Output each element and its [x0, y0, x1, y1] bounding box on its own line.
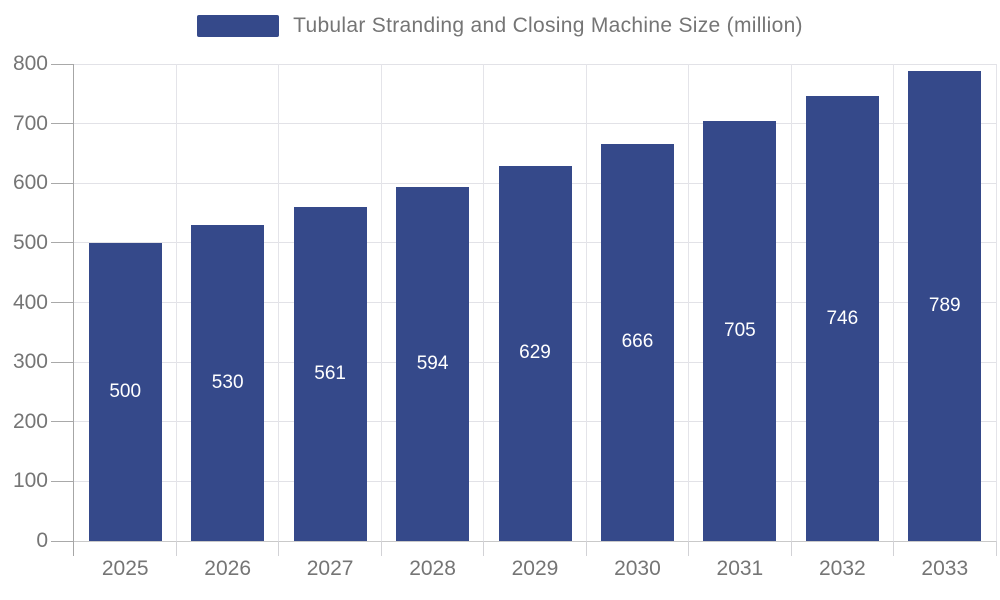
- y-axis-tick: [51, 182, 73, 184]
- y-axis-tick: [51, 480, 73, 482]
- bar[interactable]: [191, 224, 265, 541]
- gridline-vertical: [688, 64, 690, 541]
- y-axis-tick: [51, 540, 73, 542]
- bar-value-label: 561: [314, 362, 346, 384]
- y-axis-label: 300: [12, 350, 48, 374]
- gridline-vertical: [278, 64, 280, 541]
- legend-label: Tubular Stranding and Closing Machine Si…: [293, 14, 803, 37]
- bar[interactable]: [908, 70, 982, 541]
- x-axis-label: 2032: [818, 557, 866, 580]
- y-axis-label: 600: [12, 171, 48, 195]
- bar-value-label: 666: [621, 331, 654, 353]
- x-axis-tick: [995, 541, 997, 556]
- bar[interactable]: [805, 96, 879, 541]
- x-axis-tick: [175, 541, 177, 556]
- legend[interactable]: Tubular Stranding and Closing Machine Si…: [0, 14, 1000, 38]
- x-axis-label: 2028: [409, 557, 456, 580]
- bar-value-label: 530: [211, 371, 244, 393]
- y-axis-label: 400: [12, 290, 48, 314]
- gridline-vertical: [995, 64, 997, 541]
- y-axis-tick: [51, 302, 73, 303]
- legend-swatch[interactable]: [197, 15, 280, 37]
- gridline-vertical: [483, 64, 485, 541]
- bar-value-label: 746: [826, 307, 859, 329]
- bar[interactable]: [88, 242, 162, 541]
- x-axis-label: 2025: [101, 557, 149, 580]
- x-axis-tick: [688, 541, 690, 556]
- y-axis-label: 800: [12, 52, 48, 75]
- x-axis-line: [74, 541, 996, 542]
- bar[interactable]: [498, 165, 572, 541]
- gridline-vertical: [585, 64, 587, 541]
- gridline-vertical: [790, 64, 792, 541]
- bar-value-label: 500: [109, 380, 142, 402]
- y-axis-label: 0: [36, 529, 48, 552]
- x-axis-label: 2027: [306, 557, 354, 580]
- y-axis-label: 500: [12, 230, 48, 254]
- x-axis-label: 2033: [921, 557, 969, 580]
- gridline-vertical: [175, 64, 177, 541]
- y-axis-line: [73, 64, 74, 556]
- bar-value-label: 789: [928, 294, 961, 316]
- gridline-vertical: [893, 64, 895, 541]
- plot-area: 0 100 200 300 400 500 600 700 800 500 2025 530 2026 5…: [13, 52, 997, 580]
- x-axis-tick: [278, 541, 280, 556]
- x-axis-tick: [380, 541, 382, 556]
- bar-value-label: 629: [519, 342, 551, 364]
- x-axis-tick: [790, 541, 792, 556]
- y-axis-tick: [51, 361, 73, 363]
- bar-value-label: 594: [416, 352, 449, 374]
- gridline-horizontal: [74, 123, 996, 125]
- y-axis-tick: [51, 63, 73, 65]
- gridline-horizontal: [74, 63, 996, 65]
- bar[interactable]: [293, 206, 367, 541]
- bar[interactable]: [600, 143, 674, 541]
- x-axis-label: 2029: [511, 557, 559, 580]
- x-axis-tick: [585, 541, 587, 556]
- x-axis-label: 2026: [204, 557, 252, 580]
- y-axis-label: 200: [12, 409, 48, 433]
- y-axis-label: 100: [12, 469, 48, 493]
- y-axis-tick: [51, 123, 73, 125]
- bar[interactable]: [703, 120, 777, 541]
- x-axis-tick: [483, 541, 485, 556]
- x-axis-label: 2030: [614, 557, 661, 580]
- y-axis-label: 700: [12, 111, 48, 135]
- bar-value-label: 705: [724, 319, 756, 341]
- y-axis-tick: [51, 242, 73, 244]
- x-axis-label: 2031: [716, 557, 764, 580]
- gridline-vertical: [380, 64, 382, 541]
- bar[interactable]: [396, 186, 470, 541]
- y-axis-tick: [51, 421, 73, 423]
- x-axis-tick: [893, 541, 895, 556]
